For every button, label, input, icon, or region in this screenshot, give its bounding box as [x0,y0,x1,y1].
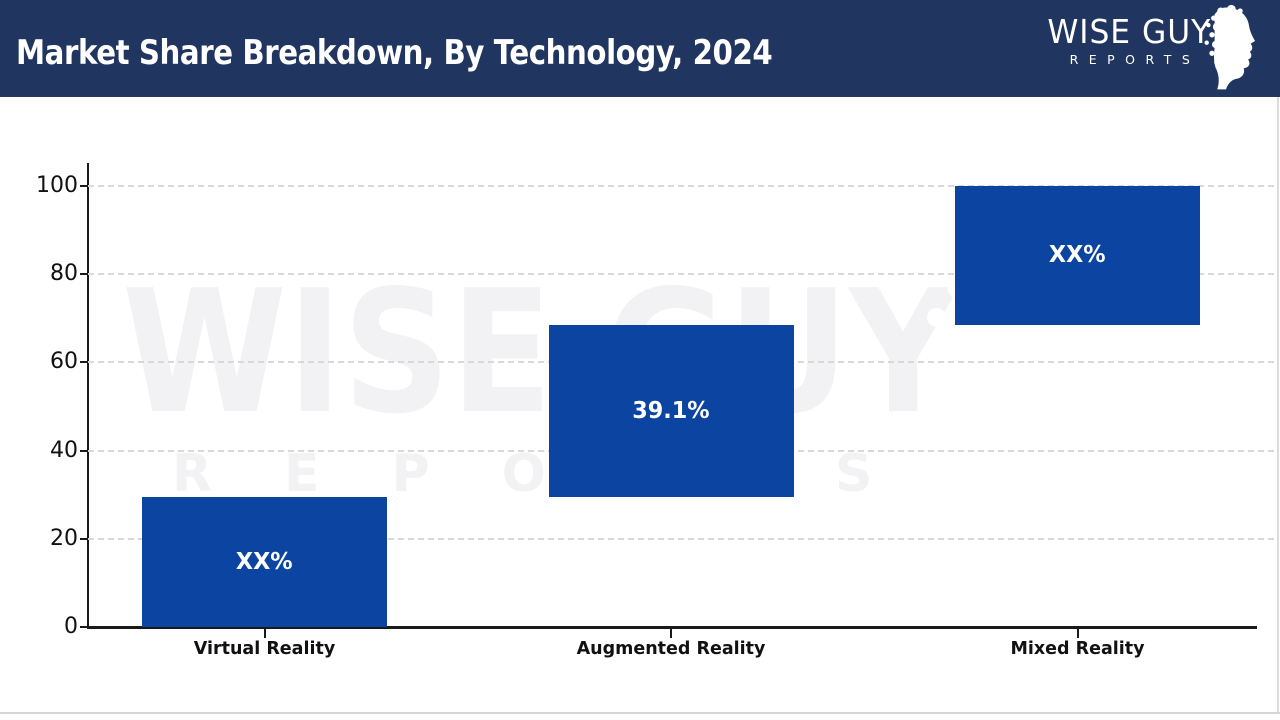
y-tick-20 [80,537,88,540]
y-tick-label-100: 100 [36,173,78,198]
x-tick-label-virtual-reality: Virtual Reality [193,639,336,659]
gridline-y-20 [88,537,1274,540]
bar-value-label-augmented-reality: 39.1% [632,398,710,425]
y-tick-60 [80,361,88,364]
x-tick-virtual-reality [263,629,266,638]
y-axis-line [87,163,89,628]
y-tick-label-20: 20 [50,525,78,551]
brand-tagline: REPORTS [1069,52,1201,67]
wise-guy-head-icon [1204,4,1256,90]
y-tick-0 [80,626,88,628]
watermark-brand-name: WISE GUY [122,254,958,452]
bar-value-label-virtual-reality: XX% [236,549,293,576]
y-tick-label-60: 60 [50,349,78,375]
x-axis-line [87,626,1257,629]
y-tick-80 [80,273,88,276]
x-tick-augmented-reality [670,629,672,638]
y-tick-100 [80,185,88,187]
bar-virtual-reality: XX% [142,497,387,627]
page-title: Market Share Breakdown, By Technology, 2… [16,33,773,73]
brand-name: WISE GUY [1047,12,1212,51]
y-tick-label-0: 0 [64,614,78,639]
page-bottom-border [0,712,1280,714]
page-right-border [1277,97,1279,714]
bar-augmented-reality: 39.1% [548,324,794,498]
y-tick-label-80: 80 [50,261,78,287]
brand-logo-text: WISE GUY REPORTS [1043,12,1216,67]
x-tick-label-mixed-reality: Mixed Reality [1010,639,1145,659]
y-tick-label-40: 40 [50,437,78,463]
bar-mixed-reality: XX% [955,186,1200,325]
header-band: Market Share Breakdown, By Technology, 2… [0,0,1280,97]
y-tick-40 [80,449,88,452]
x-tick-label-augmented-reality: Augmented Reality [576,639,766,659]
bar-value-label-mixed-reality: XX% [1049,242,1106,269]
gridline-y-100 [88,185,1274,187]
x-tick-mixed-reality [1076,629,1079,638]
gridline-y-80 [88,273,1274,276]
